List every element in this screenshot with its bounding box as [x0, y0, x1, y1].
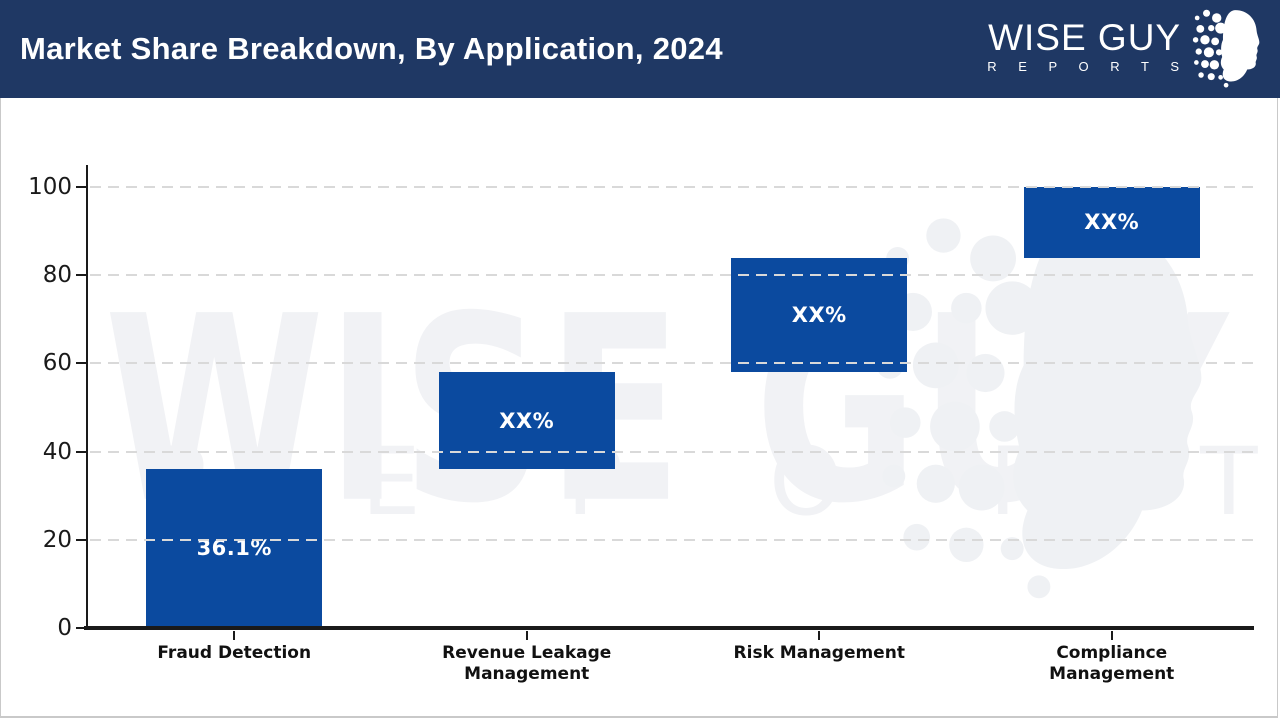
- y-tick-label-100: 100: [28, 174, 72, 200]
- y-tick-label-80: 80: [42, 262, 72, 289]
- brand-logo: WISE GUY R E P O R T S: [987, 4, 1270, 94]
- brand-name: WISE GUY: [988, 17, 1182, 58]
- gridline-y-20: [90, 538, 1258, 541]
- y-tick-100: [76, 186, 88, 188]
- gridline-y-100: [90, 186, 1258, 188]
- chart-canvas: [0, 98, 1278, 718]
- bar-segment: XX%: [731, 257, 908, 373]
- header-bar: Market Share Breakdown, By Application, …: [0, 0, 1280, 98]
- plot-area: 0 20 40 60 80 100 36.1% Fraud Detection XX% Reven…: [28, 174, 1258, 684]
- bar-segment: XX%: [1023, 187, 1200, 258]
- gridline-y-80: [90, 274, 1258, 277]
- gridline-y-40: [90, 450, 1258, 453]
- y-tick-label-0: 0: [57, 615, 72, 641]
- x-tick: [233, 631, 236, 640]
- bar-value-label: XX%: [1084, 210, 1140, 235]
- category-label: Revenue Leakage Management: [442, 643, 612, 684]
- y-tick-label-40: 40: [42, 438, 72, 465]
- brand-subname: R E P O R T S: [987, 59, 1188, 74]
- page-title: Market Share Breakdown, By Application, …: [20, 31, 723, 66]
- category-label: Risk Management: [733, 643, 905, 663]
- dotted-head-icon: [1190, 7, 1270, 93]
- y-tick-label-60: 60: [42, 350, 72, 377]
- bar-value-label: XX%: [499, 408, 555, 433]
- x-tick: [818, 631, 821, 640]
- y-tick-20: [76, 538, 88, 541]
- bar-value-label: XX%: [791, 302, 847, 327]
- x-axis-line: [84, 626, 1254, 630]
- brand-logo-text: WISE GUY R E P O R T S: [981, 17, 1188, 75]
- category-label: Compliance Management: [1049, 643, 1175, 684]
- bar-segment: XX%: [438, 372, 615, 469]
- gridline-y-60: [90, 362, 1258, 365]
- category-label: Fraud Detection: [157, 643, 312, 663]
- y-tick-80: [76, 274, 88, 277]
- y-tick-label-20: 20: [42, 526, 72, 553]
- y-tick-60: [76, 362, 88, 365]
- y-tick-0: [76, 627, 88, 629]
- y-axis-line: [86, 165, 88, 628]
- bar-segment: 36.1%: [146, 468, 323, 628]
- x-tick: [525, 631, 528, 640]
- x-tick: [1110, 631, 1113, 640]
- y-tick-40: [76, 450, 88, 453]
